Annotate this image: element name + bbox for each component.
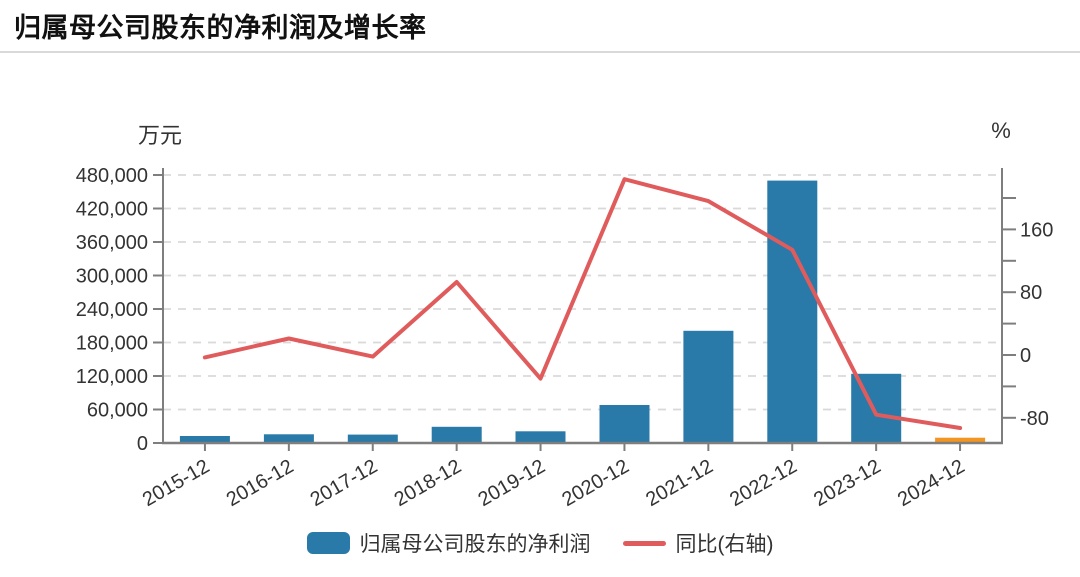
legend: 归属母公司股东的净利润 同比(右轴)	[0, 527, 1080, 559]
yoy-line[interactable]	[202, 177, 963, 430]
legend-label-net-profit: 归属母公司股东的净利润	[359, 533, 591, 556]
bar-2024-12[interactable]	[935, 437, 986, 443]
legend-item-net-profit[interactable]: 归属母公司股东的净利润	[306, 528, 591, 558]
title-divider	[0, 51, 1080, 53]
bar-2019-12[interactable]	[515, 431, 566, 443]
chart-plot: 0 60,000 120,000 180,000 240,000 300,000 360,0…	[76, 165, 1054, 511]
bar-2020-12[interactable]	[599, 405, 650, 443]
left-axis-unit: 万元	[138, 123, 183, 148]
left-axis-label: 120,000	[76, 366, 148, 388]
left-axis-label: 60,000	[87, 400, 148, 422]
left-axis-label: 180,000	[76, 333, 148, 355]
bar-2021-12[interactable]	[683, 330, 734, 443]
chart-title: 归属母公司股东的净利润及增长率	[14, 13, 427, 43]
x-axis-label-2022-12: 2022-12	[726, 455, 801, 511]
bar-2016-12[interactable]	[263, 434, 314, 443]
right-axis-label: 80	[1020, 282, 1042, 304]
left-axis-label: 240,000	[76, 299, 148, 321]
bar-2015-12[interactable]	[179, 436, 230, 443]
bar-2018-12[interactable]	[431, 426, 482, 443]
left-axis-label: 480,000	[76, 165, 148, 187]
line-series-swatch-icon	[622, 540, 666, 546]
legend-item-yoy[interactable]: 同比(右轴)	[622, 528, 774, 558]
x-axis-label-2015-12: 2015-12	[139, 455, 214, 511]
x-axis-label-2017-12: 2017-12	[307, 455, 382, 511]
right-axis-label: -80	[1020, 408, 1049, 430]
left-axis-label: 300,000	[76, 266, 148, 288]
right-axis-label: 0	[1020, 345, 1031, 367]
bar-2022-12[interactable]	[767, 180, 818, 443]
right-axis-label: 160	[1020, 219, 1053, 241]
x-axis-label-2020-12: 2020-12	[558, 455, 633, 511]
bar-series-swatch-icon	[306, 532, 350, 554]
x-axis-label-2023-12: 2023-12	[810, 455, 885, 511]
left-axis-label: 360,000	[76, 232, 148, 254]
bar-2017-12[interactable]	[347, 434, 398, 443]
x-axis-label-2016-12: 2016-12	[223, 455, 298, 511]
x-axis-label-2021-12: 2021-12	[642, 455, 717, 511]
x-axis-label-2024-12: 2024-12	[894, 455, 969, 511]
legend-label-yoy: 同比(右轴)	[675, 533, 774, 556]
x-axis-label-2018-12: 2018-12	[391, 455, 466, 511]
right-axis-unit: %	[991, 118, 1011, 143]
left-axis-label: 420,000	[76, 199, 148, 221]
x-axis-label-2019-12: 2019-12	[474, 455, 549, 511]
left-axis-label: 0	[137, 433, 148, 455]
